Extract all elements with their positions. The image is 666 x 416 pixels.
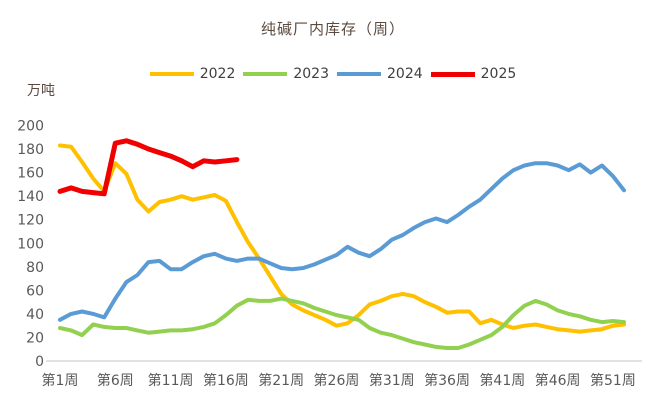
y-axis-tick-label: 0	[35, 354, 44, 370]
y-axis-tick-label: 140	[17, 189, 44, 205]
chart-legend: 2022 2023 2024 2025	[0, 66, 666, 82]
legend-label-2022: 2022	[199, 66, 236, 82]
x-axis-tick-label: 第21周	[258, 372, 304, 389]
legend-label-2024: 2024	[387, 66, 423, 82]
x-axis-tick-label: 第41周	[479, 372, 525, 389]
y-axis-tick-label: 20	[26, 330, 44, 346]
x-axis-tick-label: 第1周	[42, 372, 79, 389]
x-axis-tick-label: 第11周	[148, 372, 194, 389]
x-axis-tick-label: 第16周	[203, 372, 249, 389]
y-axis-tick-label: 60	[26, 283, 44, 299]
chart-title: 纯碱厂内库存（周）	[260, 20, 405, 38]
x-axis-tick-label: 第51周	[590, 372, 636, 389]
series-line-2023	[58, 296, 626, 350]
legend-line-swatch-2025	[430, 71, 475, 77]
legend-line-swatch-2022	[149, 72, 194, 76]
y-axis-unit-label: 万吨	[27, 83, 55, 99]
y-axis-tick-label: 160	[17, 166, 44, 182]
y-axis-tick-label: 200	[17, 119, 44, 135]
legend-item-2025: 2025	[430, 66, 517, 82]
y-axis-tick-label: 80	[26, 260, 44, 276]
legend-item-2023: 2023	[243, 66, 329, 82]
y-axis-tick-label: 180	[17, 142, 44, 158]
x-axis-tick-label: 第46周	[535, 372, 581, 389]
y-axis-tick-label: 100	[17, 236, 44, 252]
legend-line-swatch-2023	[243, 72, 288, 76]
series-line-2022	[58, 143, 626, 334]
x-axis-tick-label: 第36周	[424, 372, 470, 389]
y-axis-tick-label: 120	[17, 213, 44, 229]
legend-item-2022: 2022	[149, 66, 236, 82]
legend-label-2023: 2023	[293, 66, 329, 82]
series-line-2024	[58, 161, 626, 322]
y-axis-tick-label: 40	[26, 307, 44, 323]
x-axis-tick-label: 第6周	[97, 372, 134, 389]
x-axis-tick-label: 第31周	[369, 372, 415, 389]
x-axis-tick-label: 第26周	[314, 372, 360, 389]
legend-item-2024: 2024	[337, 66, 423, 82]
legend-line-swatch-2024	[337, 72, 381, 76]
legend-label-2025: 2025	[480, 66, 517, 82]
series-line-2025	[57, 138, 240, 197]
